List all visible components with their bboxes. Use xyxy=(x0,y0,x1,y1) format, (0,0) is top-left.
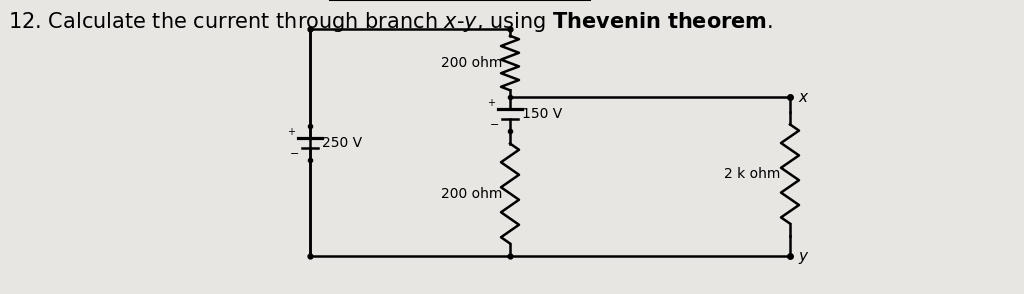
Text: +: + xyxy=(287,126,295,136)
Text: x: x xyxy=(798,89,807,104)
Text: −: − xyxy=(290,148,299,158)
Text: 250 V: 250 V xyxy=(322,136,362,150)
Text: y: y xyxy=(798,248,807,263)
Text: 200 ohm: 200 ohm xyxy=(440,186,502,201)
Text: +: + xyxy=(487,98,495,108)
Text: −: − xyxy=(489,120,499,130)
Text: 150 V: 150 V xyxy=(522,107,562,121)
Text: 200 ohm: 200 ohm xyxy=(440,56,502,70)
Text: 12. Calculate the current through branch $x$-$y$, using $\it{\mathbf{Thevenin\ t: 12. Calculate the current through branch… xyxy=(8,10,773,34)
Text: 2 k ohm: 2 k ohm xyxy=(724,167,780,181)
